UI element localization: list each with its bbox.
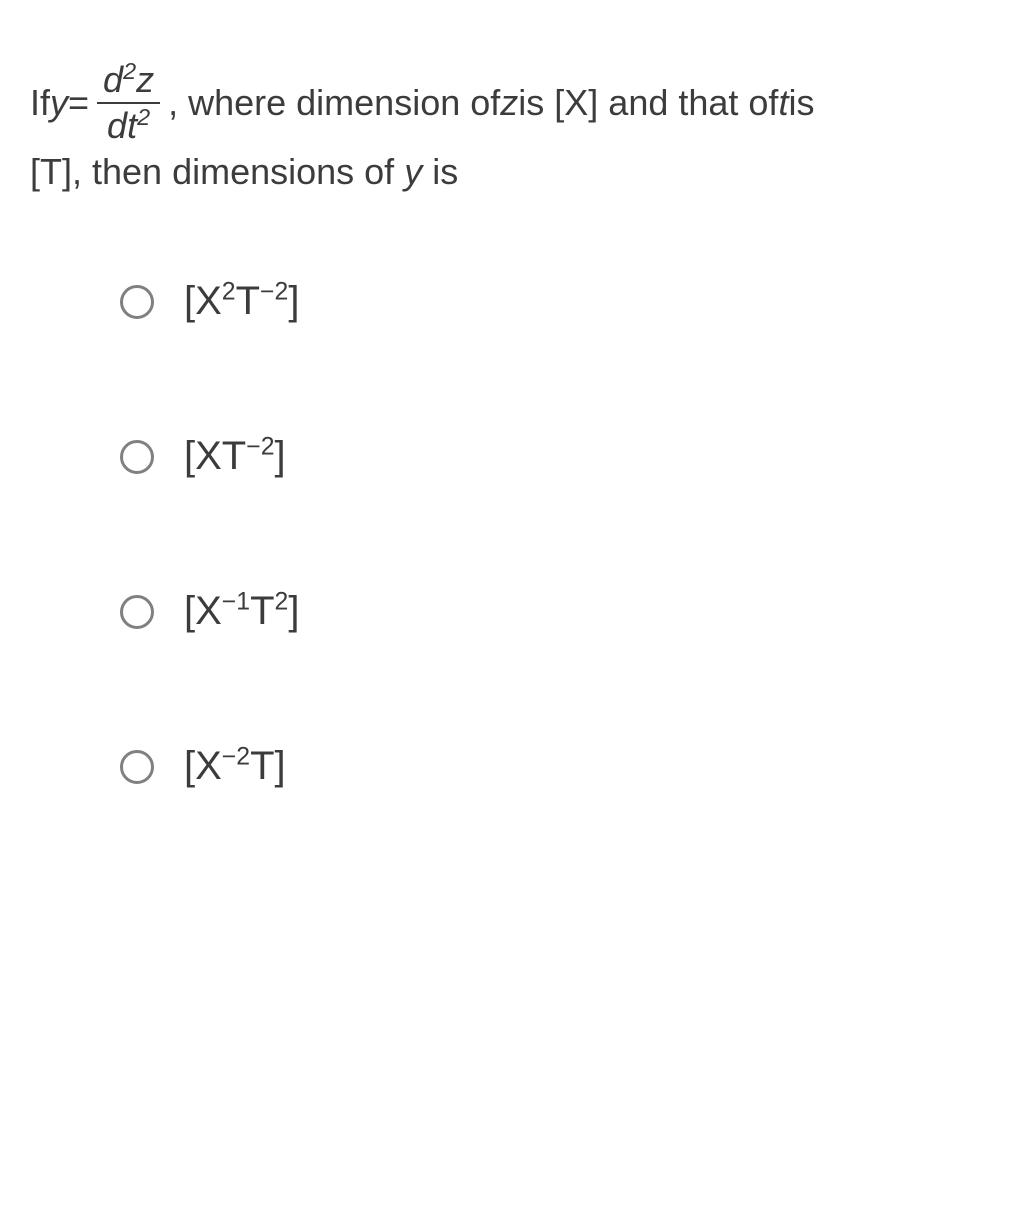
option-a[interactable]: [X2T−2] [120,279,994,324]
radio-icon [120,285,154,319]
fraction-denominator: dt2 [101,104,156,146]
option-b[interactable]: [XT−2] [120,434,994,479]
question-line-1: If y = d2z dt2 , where dimension of z is… [30,60,994,145]
option-c[interactable]: [X−1T2] [120,589,994,634]
option-label: [XT−2] [184,434,286,479]
text-equals: = [68,76,89,130]
radio-icon [120,440,154,474]
fraction: d2z dt2 [97,60,160,145]
option-label: [X2T−2] [184,279,299,324]
text-line2-post: is [422,151,458,192]
question-line-2: [T], then dimensions of y is [30,145,994,199]
fraction-numerator: d2z [97,60,160,104]
text-after-frac-1: , where dimension of [168,76,500,130]
option-label: [X−2T] [184,744,286,789]
var-y2: y [404,151,422,192]
option-d[interactable]: [X−2T] [120,744,994,789]
text-line2-pre: [T], then dimensions of [30,151,404,192]
text-if: If [30,76,50,130]
question-text: If y = d2z dt2 , where dimension of z is… [30,60,994,199]
var-z: z [500,76,518,130]
radio-icon [120,595,154,629]
option-label: [X−1T2] [184,589,299,634]
radio-icon [120,750,154,784]
var-t: t [778,76,788,130]
options-list: [X2T−2] [XT−2] [X−1T2] [X−2T] [30,279,994,789]
text-after-frac-3: is [788,76,814,130]
text-after-frac-2: is [X] and that of [518,76,778,130]
var-y: y [50,76,68,130]
